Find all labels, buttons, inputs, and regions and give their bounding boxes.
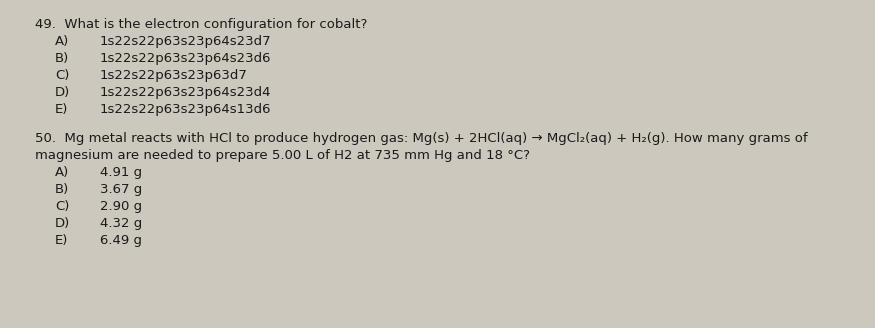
Text: 1s22s22p63s23p64s23d6: 1s22s22p63s23p64s23d6 — [100, 52, 271, 65]
Text: C): C) — [55, 69, 69, 82]
Text: B): B) — [55, 183, 69, 196]
Text: 1s22s22p63s23p64s13d6: 1s22s22p63s23p64s13d6 — [100, 103, 271, 116]
Text: 3.67 g: 3.67 g — [100, 183, 143, 196]
Text: 1s22s22p63s23p64s23d7: 1s22s22p63s23p64s23d7 — [100, 35, 271, 48]
Text: 49.  What is the electron configuration for cobalt?: 49. What is the electron configuration f… — [35, 18, 368, 31]
Text: 2.90 g: 2.90 g — [100, 200, 142, 213]
Text: A): A) — [55, 35, 69, 48]
Text: magnesium are needed to prepare 5.00 L of H2 at 735 mm Hg and 18 °C?: magnesium are needed to prepare 5.00 L o… — [35, 149, 530, 162]
Text: 6.49 g: 6.49 g — [100, 234, 142, 247]
Text: D): D) — [55, 217, 70, 230]
Text: D): D) — [55, 86, 70, 99]
Text: 1s22s22p63s23p64s23d4: 1s22s22p63s23p64s23d4 — [100, 86, 271, 99]
Text: C): C) — [55, 200, 69, 213]
Text: A): A) — [55, 166, 69, 179]
Text: 4.91 g: 4.91 g — [100, 166, 142, 179]
Text: 4.32 g: 4.32 g — [100, 217, 143, 230]
Text: B): B) — [55, 52, 69, 65]
Text: E): E) — [55, 234, 68, 247]
Text: 50.  Mg metal reacts with HCl to produce hydrogen gas: Mg(s) + 2HCl(aq) → MgCl₂(: 50. Mg metal reacts with HCl to produce … — [35, 132, 808, 145]
Text: E): E) — [55, 103, 68, 116]
Text: 1s22s22p63s23p63d7: 1s22s22p63s23p63d7 — [100, 69, 248, 82]
